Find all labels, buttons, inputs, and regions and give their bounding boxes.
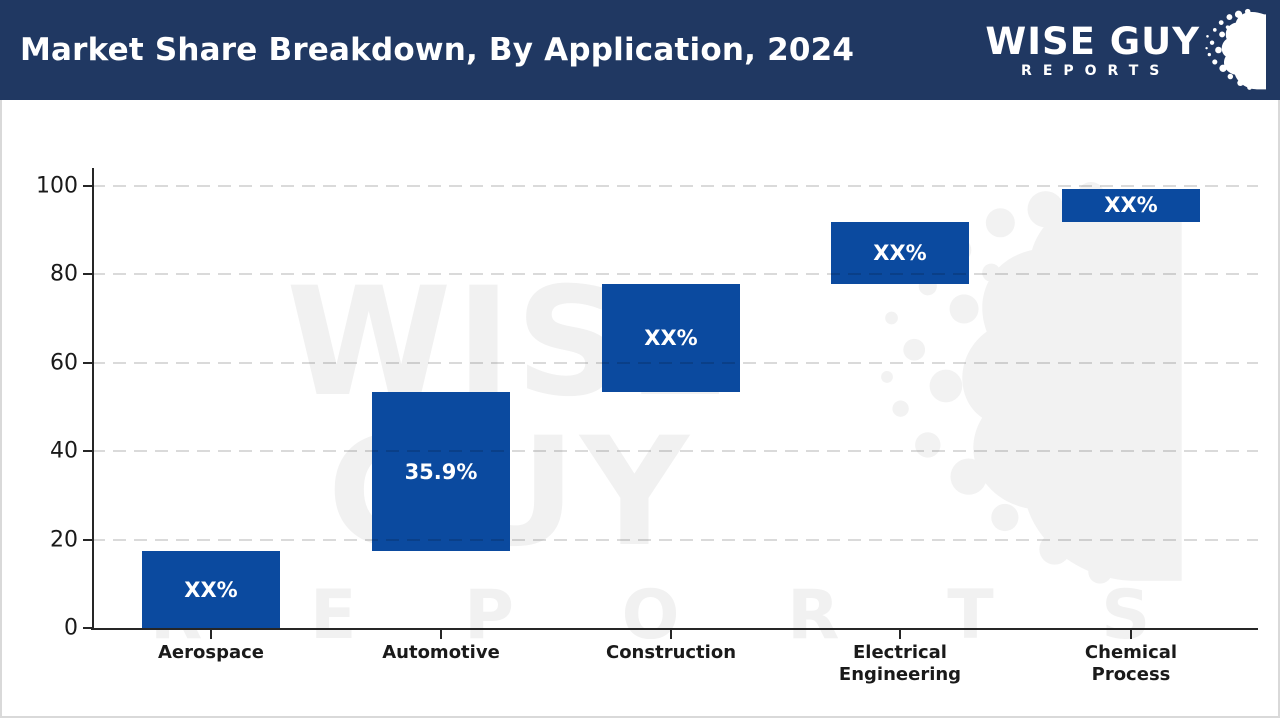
gridline-y60: [92, 361, 1258, 364]
x-axis-label: Automotive: [382, 642, 500, 663]
bar-value-label: XX%: [1104, 193, 1158, 218]
bar-value-label: XX%: [184, 577, 238, 602]
watermark-line1: WISE GUY: [286, 256, 734, 568]
frame-edge-bottom: [0, 716, 1280, 718]
x-axis-label: Electrical Engineering: [838, 642, 962, 685]
gridline-y100: [92, 185, 1258, 187]
gridline-y20: [92, 538, 1258, 541]
logo-subtitle: REPORTS: [1021, 62, 1171, 79]
x-tick-mark: [1130, 630, 1132, 639]
gridline-y40: [92, 450, 1258, 453]
bar-electrical-engineering: [831, 221, 969, 285]
x-tick-mark: [670, 630, 672, 639]
header-bar: Market Share Breakdown, By Application, …: [0, 0, 1280, 100]
gridline-y80: [92, 273, 1258, 276]
x-axis-label: Chemical Process: [1084, 642, 1178, 685]
wise-guy-reports-logo: WISE GUY REPORTS: [985, 8, 1266, 92]
x-tick-mark: [210, 630, 212, 639]
x-axis-label: Aerospace: [157, 642, 264, 663]
frame-edge-left: [0, 100, 2, 718]
x-tick-mark: [899, 630, 901, 639]
y-tick-mark: [83, 627, 92, 629]
y-axis-tick-label: 100: [36, 173, 78, 199]
x-axis-spine: [91, 628, 1258, 630]
y-tick-mark: [83, 538, 92, 541]
bar-aerospace: [142, 551, 280, 628]
dotted-face-profile-icon: [1205, 8, 1266, 90]
page-title: Market Share Breakdown, By Application, …: [20, 32, 855, 68]
y-axis-tick-label: 60: [50, 350, 78, 376]
logo-text: WISE GUY REPORTS: [985, 23, 1200, 78]
x-axis-label: Construction: [605, 642, 737, 663]
y-axis-tick-label: 40: [50, 438, 78, 464]
y-axis-tick-label: 80: [50, 261, 78, 287]
bar-value-label: 35.9%: [404, 459, 478, 484]
logo-wordmark: WISE GUY: [985, 19, 1200, 63]
bar-automotive: [372, 392, 510, 552]
frame-edge-right: [1278, 100, 1280, 718]
y-tick-mark: [83, 450, 92, 453]
y-axis-tick-label: 20: [50, 527, 78, 553]
y-tick-mark: [83, 273, 92, 276]
bar-value-label: XX%: [873, 240, 927, 265]
y-axis-tick-label: 0: [64, 615, 78, 641]
bar-construction: [602, 284, 740, 393]
x-tick-mark: [440, 630, 442, 639]
y-tick-mark: [83, 361, 92, 364]
bar-value-label: XX%: [644, 326, 698, 351]
y-axis-spine: [92, 168, 94, 630]
y-tick-mark: [83, 185, 92, 187]
